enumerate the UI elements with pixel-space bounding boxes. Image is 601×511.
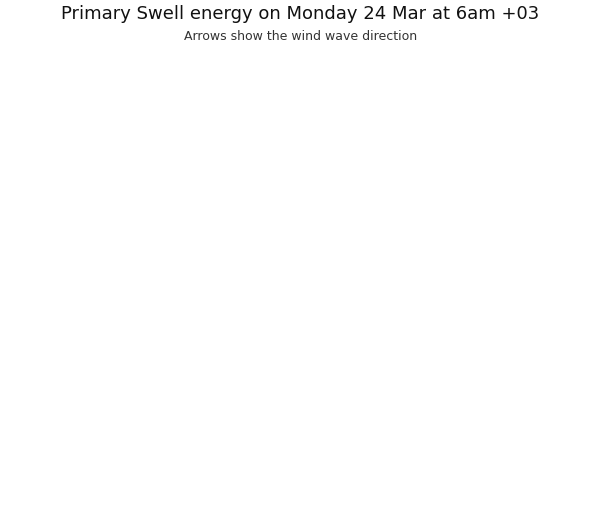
Text: cartopy required: cartopy required	[219, 268, 382, 288]
Text: Arrows show the wind wave direction: Arrows show the wind wave direction	[184, 30, 417, 43]
Text: Primary Swell energy on Monday 24 Mar at 6am +03: Primary Swell energy on Monday 24 Mar at…	[61, 6, 540, 24]
